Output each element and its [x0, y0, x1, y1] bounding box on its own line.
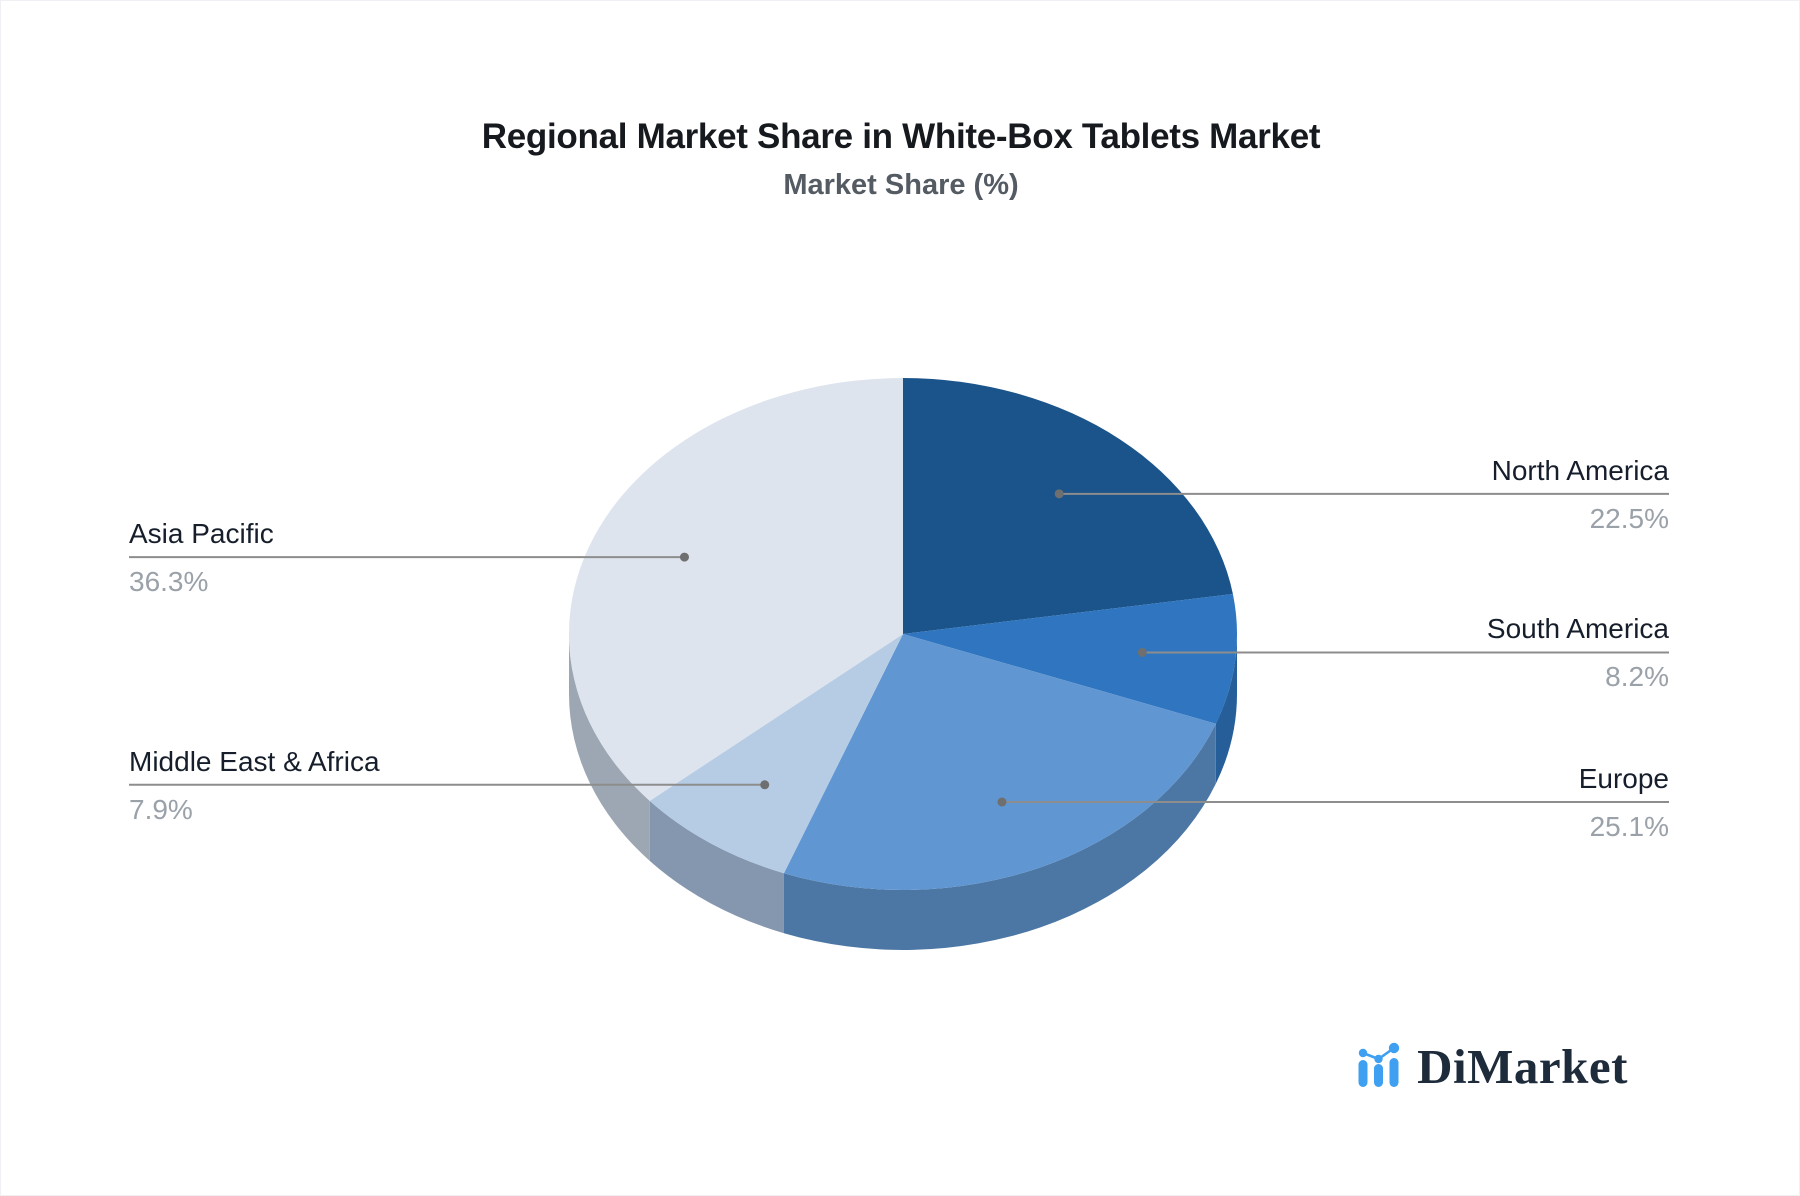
brand-bar-chart-icon — [1358, 1042, 1400, 1087]
pie-slice[interactable] — [568, 378, 903, 801]
pie-slice[interactable] — [649, 634, 903, 874]
brand-logo: DiMarket — [1356, 1039, 1628, 1091]
leader-dot — [997, 797, 1007, 807]
leader-dot — [760, 780, 770, 790]
leader-dot — [679, 552, 689, 562]
pie-slice-side — [569, 634, 650, 861]
pie-slice[interactable] — [903, 378, 1233, 634]
pie-slice-side — [1215, 634, 1237, 784]
leader-dot — [1137, 647, 1147, 657]
pie-slice-side — [649, 800, 784, 934]
pie-slice-side — [783, 723, 1216, 951]
chart-title: Regional Market Share in White-Box Table… — [481, 117, 1321, 156]
chart-subtitle: Market Share (%) — [783, 169, 1019, 201]
leader-dot — [1054, 489, 1064, 499]
pie-slice[interactable] — [783, 634, 1216, 890]
brand-name: DiMarket — [1417, 1039, 1628, 1094]
pie-slice[interactable] — [903, 593, 1237, 724]
